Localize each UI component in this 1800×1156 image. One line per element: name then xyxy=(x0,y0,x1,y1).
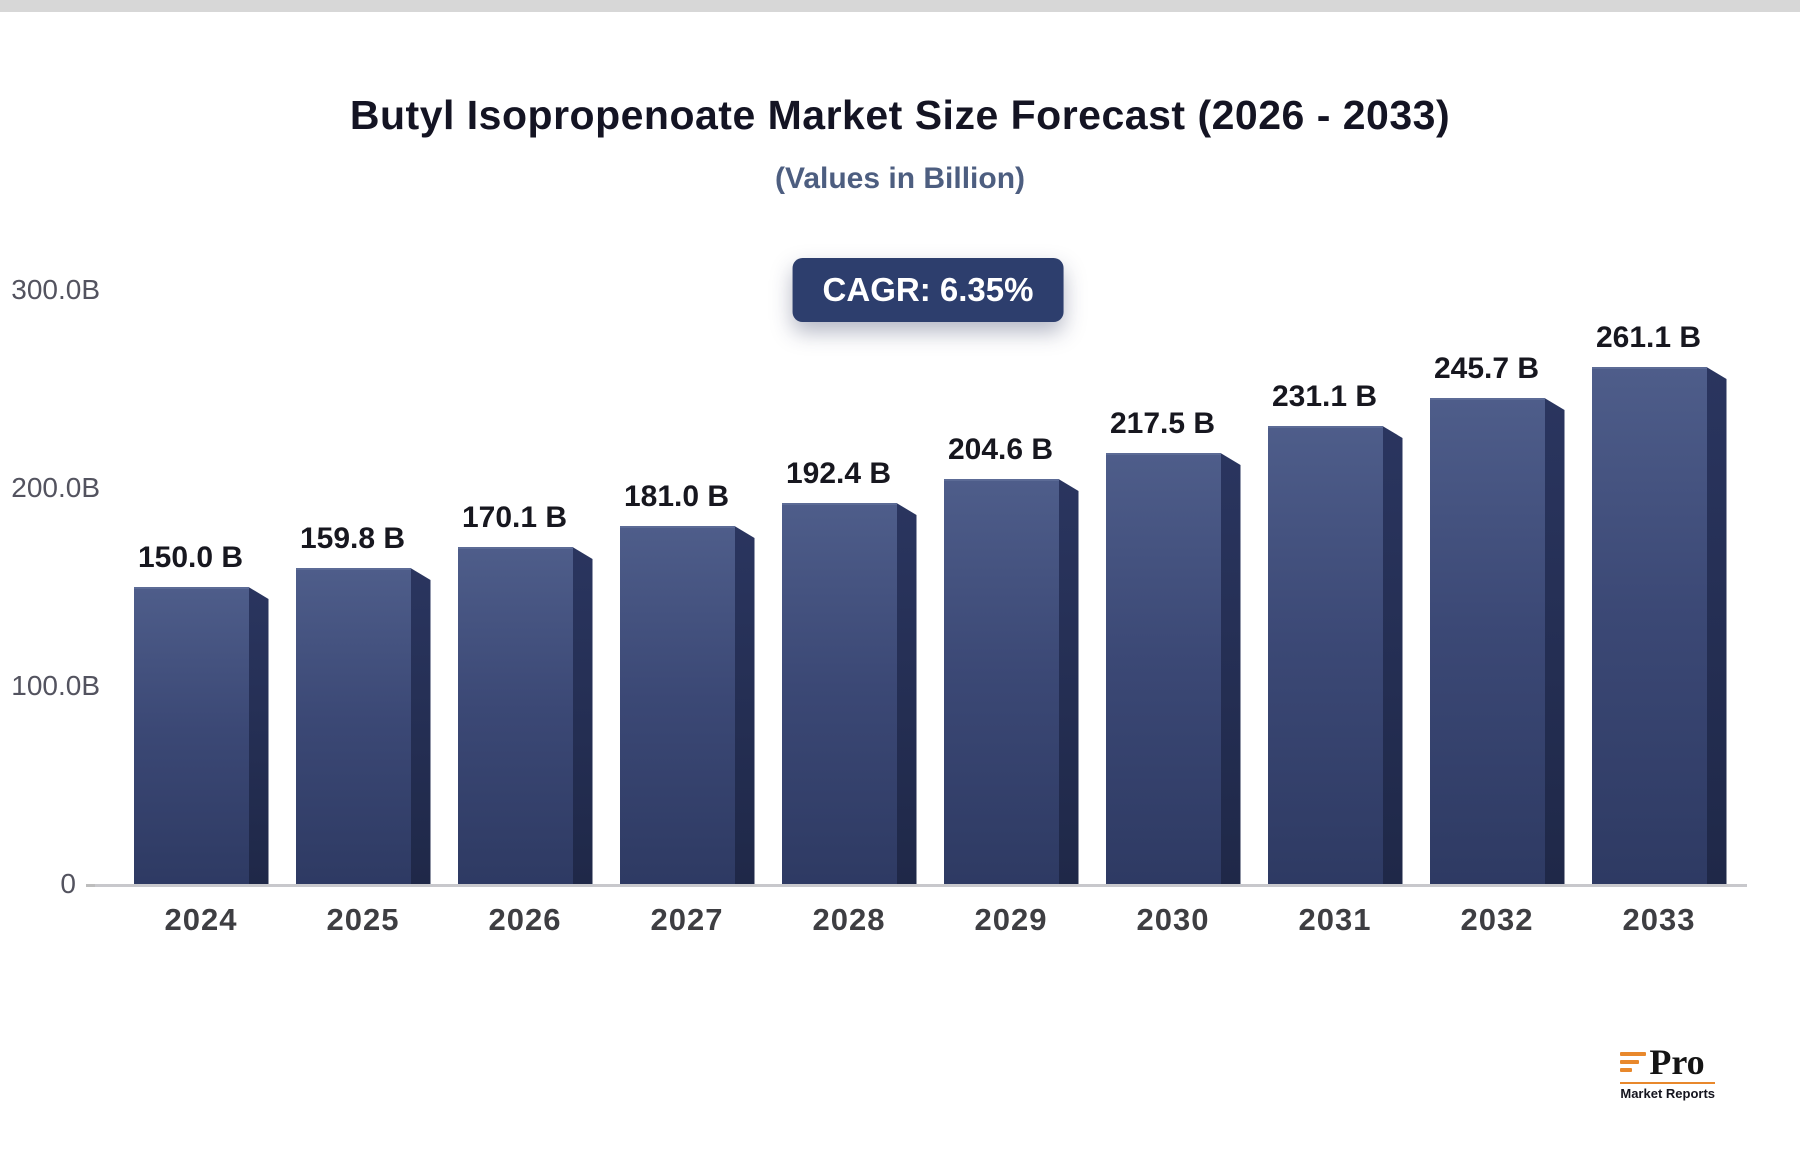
bar[interactable] xyxy=(1105,453,1221,884)
bar-side-face xyxy=(1382,426,1403,884)
y-axis-label: 300.0B xyxy=(11,274,100,305)
logo-row: Pro xyxy=(1620,1042,1705,1082)
plot-area: 150.0 B 159.8 B 170.1 B 181.0 B 192.4 B 204.6… xyxy=(95,290,1747,887)
x-axis-label: 2033 xyxy=(1622,902,1696,937)
bar[interactable] xyxy=(619,526,735,884)
bar-side-face xyxy=(1544,398,1565,884)
bar-side-face xyxy=(1220,453,1241,884)
bar[interactable] xyxy=(457,547,573,884)
bar-group[interactable]: 150.0 B xyxy=(120,290,282,884)
y-axis: 300.0B 200.0B 100.0B 0 xyxy=(0,274,104,899)
x-axis-label: 2031 xyxy=(1298,902,1372,937)
bars-row: 150.0 B 159.8 B 170.1 B 181.0 B 192.4 B 204.6… xyxy=(120,290,1740,884)
bar-side-face xyxy=(734,526,755,884)
bar-value-label: 217.5 B xyxy=(1109,407,1216,440)
bar-group[interactable]: 245.7 B xyxy=(1416,290,1578,884)
bar-group[interactable]: 181.0 B xyxy=(606,290,768,884)
bar[interactable] xyxy=(295,568,411,884)
bar-group[interactable]: 170.1 B xyxy=(444,290,606,884)
logo-tagline: Market Reports xyxy=(1620,1082,1715,1101)
bar-group[interactable]: 217.5 B xyxy=(1092,290,1254,884)
x-axis-line xyxy=(95,884,1747,887)
bar-group[interactable]: 204.6 B xyxy=(930,290,1092,884)
bar-side-face xyxy=(410,568,431,884)
logo: Pro Market Reports xyxy=(1620,1044,1715,1101)
bar[interactable] xyxy=(133,587,249,884)
chart-subtitle: (Values in Billion) xyxy=(774,162,1026,195)
bar-group[interactable]: 159.8 B xyxy=(282,290,444,884)
bar-value-label: 150.0 B xyxy=(137,541,244,574)
top-strip xyxy=(0,0,1800,12)
x-axis-label: 2027 xyxy=(650,902,724,937)
bar-side-face xyxy=(572,547,593,884)
bar-side-face xyxy=(248,587,269,884)
x-axis-label: 2024 xyxy=(164,902,238,937)
x-axis-label: 2026 xyxy=(488,902,562,937)
y-axis-label: 100.0B xyxy=(11,670,100,701)
chart-title: Butyl Isopropenoate Market Size Forecast… xyxy=(349,92,1451,138)
bar-side-face xyxy=(1706,367,1727,884)
bar[interactable] xyxy=(1267,426,1383,884)
y-axis-label: 0 xyxy=(60,868,100,900)
logo-lines-icon xyxy=(1620,1052,1647,1072)
bar-value-label: 261.1 B xyxy=(1595,321,1702,354)
bar-group[interactable]: 231.1 B xyxy=(1254,290,1416,884)
x-axis-label: 2030 xyxy=(1136,902,1210,937)
bar[interactable] xyxy=(1591,367,1707,884)
bar-value-label: 245.7 B xyxy=(1433,352,1540,385)
bar-value-label: 204.6 B xyxy=(947,433,1054,466)
bar-side-face xyxy=(1058,479,1079,884)
bar-value-label: 170.1 B xyxy=(461,501,568,534)
bar[interactable] xyxy=(781,503,897,884)
logo-text: Pro xyxy=(1649,1042,1705,1082)
bar-value-label: 181.0 B xyxy=(623,480,730,513)
bar-side-face xyxy=(896,503,917,884)
x-axis-label: 2032 xyxy=(1460,902,1534,937)
bar-group[interactable]: 261.1 B xyxy=(1578,290,1740,884)
bar-group[interactable]: 192.4 B xyxy=(768,290,930,884)
bar-value-label: 159.8 B xyxy=(299,522,406,555)
bar[interactable] xyxy=(943,479,1059,884)
x-axis-label: 2029 xyxy=(974,902,1048,937)
bar-value-label: 231.1 B xyxy=(1271,380,1378,413)
bar[interactable] xyxy=(1429,398,1545,884)
cagr-badge: CAGR: 6.35% xyxy=(792,258,1064,322)
x-axis-label: 2025 xyxy=(326,902,400,937)
x-axis-label: 2028 xyxy=(812,902,886,937)
x-axis: 2024 2025 2026 2027 2028 2029 2030 2031 2032 2033 xyxy=(120,902,1740,938)
bar-value-label: 192.4 B xyxy=(785,457,892,490)
y-axis-label: 200.0B xyxy=(11,472,100,503)
